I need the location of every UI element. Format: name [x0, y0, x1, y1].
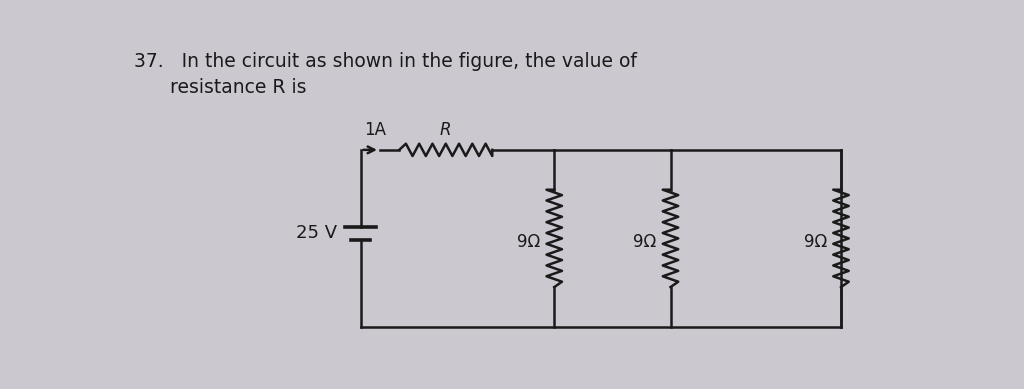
Text: 1A: 1A	[365, 121, 386, 139]
Text: 9Ω: 9Ω	[517, 233, 541, 251]
Text: resistance R is: resistance R is	[134, 78, 307, 97]
Text: R: R	[440, 121, 452, 139]
Text: 25 V: 25 V	[296, 224, 337, 242]
Text: 9Ω: 9Ω	[633, 233, 656, 251]
Text: 37.   In the circuit as shown in the figure, the value of: 37. In the circuit as shown in the figur…	[134, 52, 637, 71]
Text: 9Ω: 9Ω	[804, 233, 827, 251]
